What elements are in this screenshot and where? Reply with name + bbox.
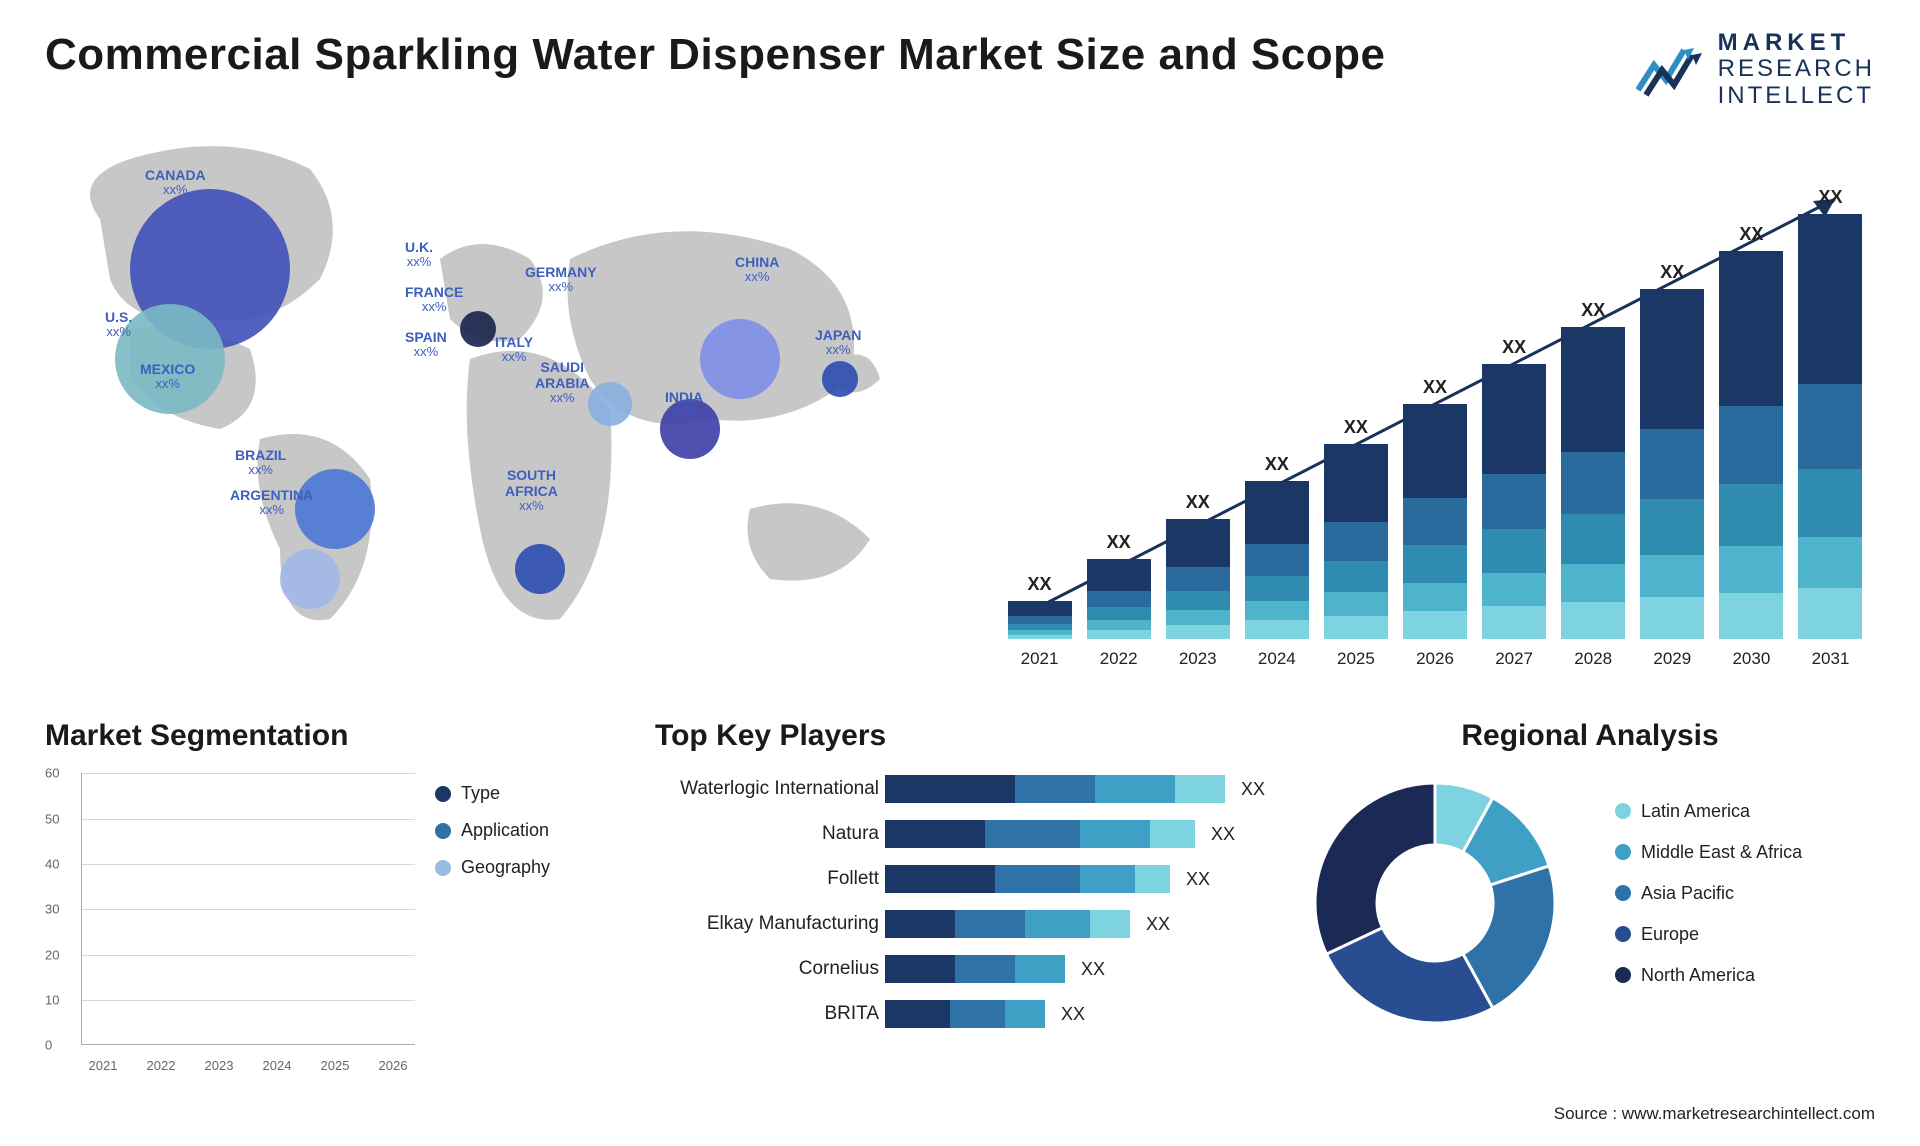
map-label: JAPANxx% [815,327,861,358]
player-row: Elkay ManufacturingXX [655,908,1265,940]
seg-ytick: 50 [45,811,59,826]
growth-year-label: 2030 [1717,649,1786,669]
player-row: FollettXX [655,863,1265,895]
growth-bar: XX [1559,300,1628,639]
player-row: NaturaXX [655,818,1265,850]
seg-xtick: 2026 [371,1058,415,1073]
seg-xtick: 2023 [197,1058,241,1073]
growth-year-label: 2028 [1559,649,1628,669]
seg-ytick: 20 [45,947,59,962]
growth-year-label: 2022 [1084,649,1153,669]
seg-xtick: 2021 [81,1058,125,1073]
logo-line2: RESEARCH [1718,56,1875,82]
map-label: U.K.xx% [405,239,433,270]
player-row: CorneliusXX [655,953,1265,985]
map-label: INDIAxx% [665,389,703,420]
growth-bar: XX [1321,417,1390,639]
logo-icon [1636,40,1706,100]
players-panel: Top Key Players Waterlogic International… [655,719,1265,1099]
growth-year-label: 2024 [1242,649,1311,669]
world-map-panel: CANADAxx% U.S.xx% MEXICOxx% BRAZILxx% ARGENT… [45,129,955,669]
seg-legend-item: Geography [435,857,615,878]
map-label: FRANCExx% [405,284,463,315]
growth-year-label: 2026 [1400,649,1469,669]
growth-bar: XX [1638,262,1707,639]
regional-legend-item: North America [1615,965,1802,986]
regional-legend-item: Asia Pacific [1615,883,1802,904]
seg-legend-item: Type [435,783,615,804]
growth-year-label: 2021 [1005,649,1074,669]
seg-xtick: 2025 [313,1058,357,1073]
segmentation-panel: Market Segmentation 0 10 20 30 40 50 60 2021 20… [45,719,615,1099]
seg-ytick: 30 [45,902,59,917]
growth-year-label: 2023 [1163,649,1232,669]
growth-year-label: 2027 [1480,649,1549,669]
growth-chart: XXXXXXXXXXXXXXXXXXXXXX 20212022202320242… [995,129,1875,669]
seg-xtick: 2022 [139,1058,183,1073]
growth-bar: XX [1796,187,1865,639]
player-row: Waterlogic InternationalXX [655,773,1265,805]
map-label: ARGENTINAxx% [230,487,313,518]
seg-xtick: 2024 [255,1058,299,1073]
growth-bar: XX [1400,377,1469,639]
regional-panel: Regional Analysis Latin America Middle Ea… [1305,719,1875,1099]
map-label: MEXICOxx% [140,361,195,392]
growth-year-label: 2025 [1321,649,1390,669]
seg-ytick: 40 [45,856,59,871]
player-row: BRITAXX [655,998,1265,1030]
map-label: SAUDIARABIAxx% [535,359,589,406]
players-title: Top Key Players [655,719,1265,753]
brand-logo: MARKET RESEARCH INTELLECT [1636,30,1875,109]
map-label: SOUTHAFRICAxx% [505,467,558,514]
map-label: U.S.xx% [105,309,132,340]
seg-legend-item: Application [435,820,615,841]
growth-year-label: 2029 [1638,649,1707,669]
world-map [45,129,955,669]
map-label: CHINAxx% [735,254,779,285]
regional-donut [1305,773,1565,1033]
growth-bar: XX [1480,337,1549,639]
map-label: GERMANYxx% [525,264,597,295]
logo-line3: INTELLECT [1718,83,1875,109]
regional-legend-item: Europe [1615,924,1802,945]
seg-ytick: 10 [45,992,59,1007]
segmentation-title: Market Segmentation [45,719,615,753]
logo-line1: MARKET [1718,30,1875,56]
source-citation: Source : www.marketresearchintellect.com [1554,1104,1875,1124]
regional-title: Regional Analysis [1305,719,1875,753]
page-title: Commercial Sparkling Water Dispenser Mar… [45,30,1385,80]
map-label: ITALYxx% [495,334,533,365]
growth-bar: XX [1163,492,1232,639]
seg-ytick: 0 [45,1038,52,1053]
regional-legend-item: Middle East & Africa [1615,842,1802,863]
map-label: BRAZILxx% [235,447,286,478]
growth-bar: XX [1717,224,1786,639]
growth-bar: XX [1242,454,1311,639]
map-label: CANADAxx% [145,167,206,198]
growth-bar: XX [1005,574,1074,639]
growth-bar: XX [1084,532,1153,639]
seg-ytick: 60 [45,766,59,781]
regional-legend-item: Latin America [1615,801,1802,822]
map-label: SPAINxx% [405,329,447,360]
growth-year-label: 2031 [1796,649,1865,669]
